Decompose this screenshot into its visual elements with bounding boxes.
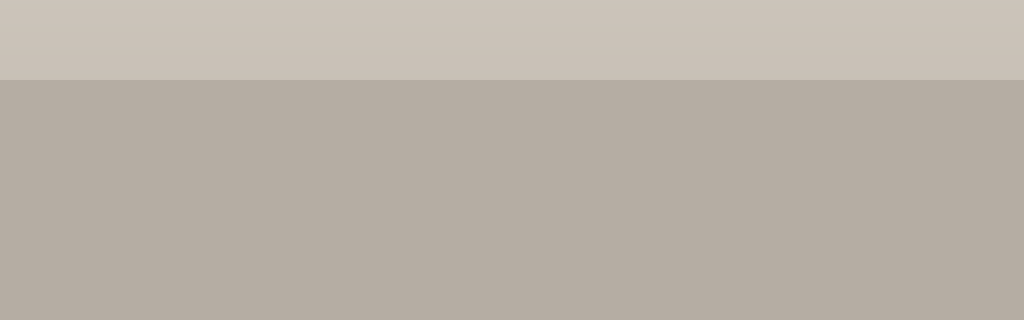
- Text: S: S: [72, 38, 99, 76]
- Text: (a)   zero: (a) zero: [92, 263, 180, 282]
- Text: (b)  $10^{-2}$ A: (b) $10^{-2}$ A: [430, 258, 538, 282]
- Text: +1 V: +1 V: [269, 230, 314, 248]
- Text: +4 V: +4 V: [756, 230, 801, 248]
- Text: 300 Ω: 300 Ω: [526, 123, 580, 141]
- Text: A: A: [210, 38, 254, 76]
- Text: ECTION: ECTION: [94, 42, 220, 68]
- Text: 1.  The current in the circuit shown is:: 1. The current in the circuit shown is:: [102, 128, 472, 147]
